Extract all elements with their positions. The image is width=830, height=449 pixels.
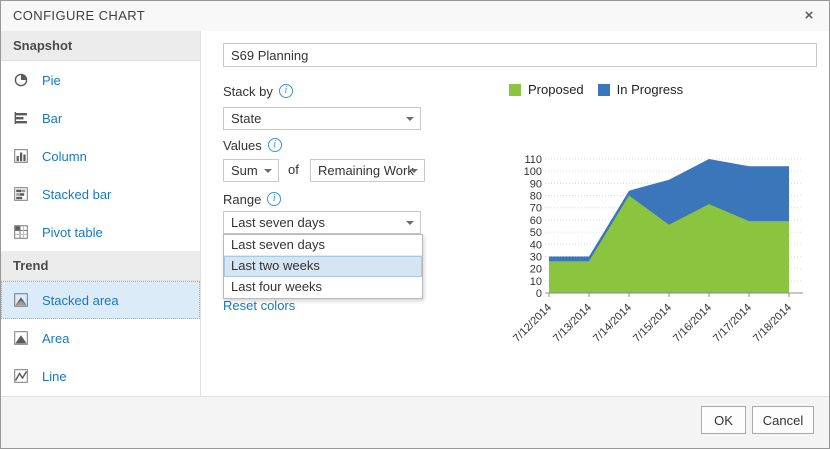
svg-text:60: 60 [530, 215, 542, 227]
sidebar-item-pie[interactable]: Pie [1, 61, 200, 99]
svg-text:7/17/2014: 7/17/2014 [711, 302, 754, 345]
info-icon[interactable]: i [278, 84, 293, 98]
svg-text:100: 100 [524, 166, 542, 178]
stack-by-label-text: Stack by [223, 83, 273, 99]
legend-swatch-proposed [509, 83, 521, 96]
sidebar-item-line[interactable]: Line [1, 357, 200, 395]
range-option[interactable]: Last two weeks [224, 256, 422, 277]
range-label: Range i [223, 191, 282, 207]
range-option[interactable]: Last seven days [224, 235, 422, 256]
range-label-text: Range [223, 191, 262, 207]
sidebar-item-label: Bar [42, 110, 63, 126]
chart-name-input[interactable] [223, 43, 817, 67]
sidebar-item-label: Stacked area [42, 292, 119, 308]
info-icon[interactable]: i [267, 192, 282, 206]
ok-button[interactable]: OK [701, 406, 746, 434]
sidebar-item-label: Line [42, 368, 67, 384]
values-label-text: Values [223, 137, 262, 153]
svg-text:7/14/2014: 7/14/2014 [591, 302, 634, 345]
svg-text:7/18/2014: 7/18/2014 [751, 302, 794, 345]
field-select[interactable]: Remaining Work [310, 159, 425, 182]
line-icon [14, 369, 28, 383]
column-icon [14, 149, 28, 163]
sidebar-item-pivot-table[interactable]: Pivot table [1, 213, 200, 251]
legend-item-in-progress: In Progress [597, 82, 684, 97]
stacked-bar-icon [14, 187, 28, 201]
sidebar-item-column[interactable]: Column [1, 137, 200, 175]
sidebar-item-area[interactable]: Area [1, 319, 200, 357]
chart-legend: Proposed In Progress [509, 82, 683, 97]
chart-preview: 0 10 20 30 40 50 60 70 80 90 100 110 7/12/2014 7/13/2… [501, 139, 821, 379]
cancel-button[interactable]: Cancel [752, 406, 814, 434]
sidebar-item-label: Stacked bar [42, 186, 112, 202]
svg-text:7/16/2014: 7/16/2014 [671, 302, 714, 345]
sidebar-item-label: Pivot table [42, 224, 103, 240]
range-dropdown-list: Last seven days Last two weeks Last four… [223, 234, 423, 299]
sidebar-item-label: Area [42, 330, 70, 346]
values-label: Values i [223, 137, 282, 153]
svg-text:40: 40 [530, 239, 542, 251]
close-icon[interactable]: × [804, 7, 814, 24]
info-icon[interactable]: i [267, 138, 282, 152]
sidebar-item-stacked-bar[interactable]: Stacked bar [1, 175, 200, 213]
of-label: of [288, 162, 299, 177]
bar-icon [14, 112, 27, 124]
main-panel: Stack by i State Values i Sum of Remaini… [201, 31, 829, 396]
stack-by-label: Stack by i [223, 83, 293, 99]
sidebar: Snapshot Pie Bar Column Stacked bar Pivo… [1, 31, 201, 396]
sidebar-section-trend: Trend [1, 251, 200, 281]
stacked-area-icon [14, 293, 28, 307]
svg-text:7/12/2014: 7/12/2014 [511, 302, 554, 345]
legend-label-proposed: Proposed [528, 82, 584, 97]
svg-text:0: 0 [536, 288, 542, 300]
sidebar-item-label: Column [42, 148, 87, 164]
svg-text:7/15/2014: 7/15/2014 [631, 302, 674, 345]
legend-item-proposed: Proposed [509, 82, 584, 97]
svg-text:50: 50 [530, 227, 542, 239]
svg-text:110: 110 [524, 154, 542, 166]
aggregation-select[interactable]: Sum [223, 159, 279, 182]
pie-icon [14, 73, 28, 87]
dialog-titlebar: CONFIGURE CHART × [1, 1, 829, 32]
stack-by-select[interactable]: State [223, 107, 421, 130]
svg-text:20: 20 [530, 264, 542, 276]
sidebar-section-snapshot: Snapshot [1, 31, 200, 61]
sidebar-item-stacked-area[interactable]: Stacked area [1, 281, 200, 319]
area-icon [14, 331, 28, 345]
pivot-table-icon [14, 225, 28, 239]
legend-swatch-in-progress [597, 83, 610, 96]
dialog-footer: OK Cancel [1, 396, 829, 448]
svg-text:30: 30 [530, 251, 542, 263]
svg-text:70: 70 [530, 203, 542, 215]
dialog-title: CONFIGURE CHART [13, 8, 146, 23]
sidebar-item-label: Pie [42, 72, 61, 88]
range-select[interactable]: Last seven days [223, 211, 421, 234]
sidebar-item-bar[interactable]: Bar [1, 99, 200, 137]
svg-text:80: 80 [530, 191, 542, 203]
reset-colors-link[interactable]: Reset colors [223, 298, 296, 313]
svg-text:10: 10 [530, 276, 542, 288]
range-option[interactable]: Last four weeks [231, 279, 323, 294]
svg-text:90: 90 [530, 178, 542, 190]
legend-label-in-progress: In Progress [616, 82, 684, 97]
svg-text:7/13/2014: 7/13/2014 [551, 302, 594, 345]
